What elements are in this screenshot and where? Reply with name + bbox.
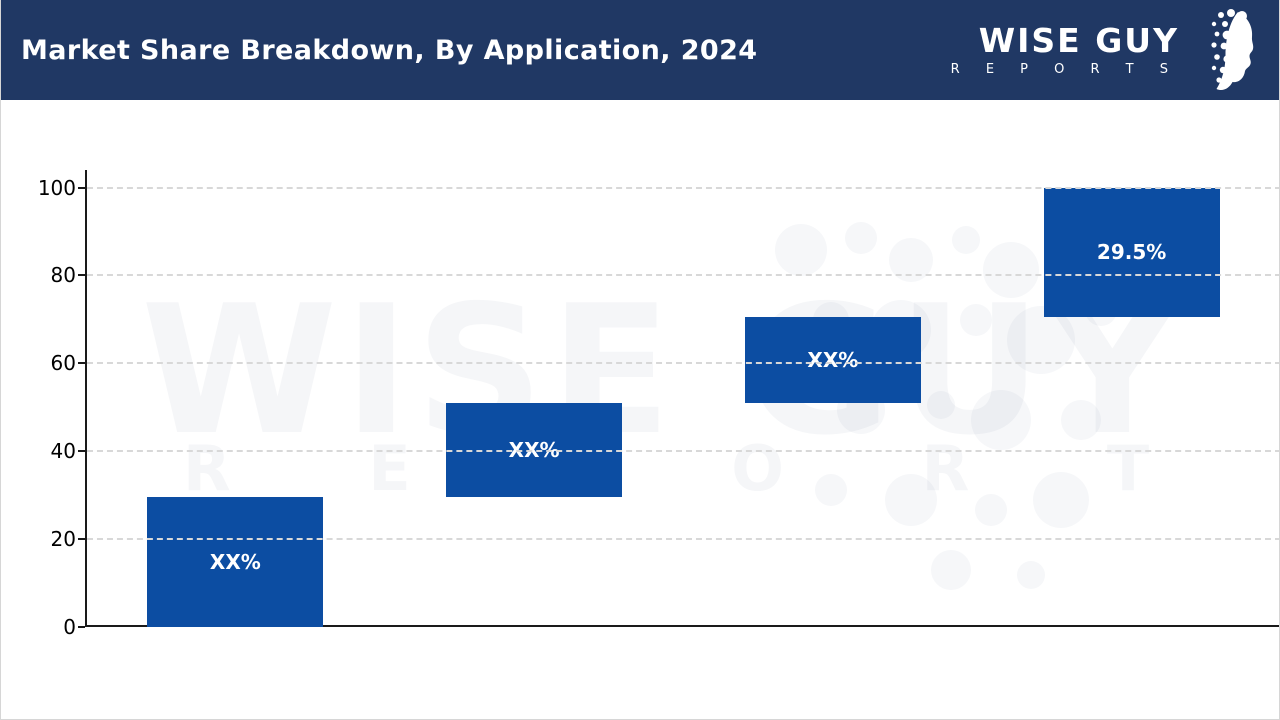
bar-value-label: 29.5% <box>1096 240 1167 265</box>
y-tick-mark <box>78 626 85 628</box>
page-title: Market Share Breakdown, By Application, … <box>21 34 758 66</box>
bar-value-label: XX% <box>209 550 261 575</box>
bar-segment: XX% <box>744 317 921 403</box>
y-tick-mark <box>78 274 85 277</box>
bar-value-label: XX% <box>807 348 859 373</box>
y-tick-mark <box>78 450 85 453</box>
y-tick-label: 100 <box>37 175 76 200</box>
header-bar: Market Share Breakdown, By Application, … <box>1 0 1279 100</box>
bar-segment: XX% <box>147 497 324 627</box>
y-tick-label: 80 <box>50 263 76 288</box>
x-axis-line <box>85 625 1279 627</box>
brand-name: WISE GUY <box>978 21 1179 60</box>
y-tick-label: 40 <box>50 439 76 464</box>
watermark-text: WISE GUY <box>141 282 1183 460</box>
gridline-y-100 <box>87 186 1279 189</box>
y-tick-mark <box>78 186 85 189</box>
gridline-y-80 <box>87 274 1279 277</box>
gridline-y-40 <box>87 450 1279 453</box>
y-tick-label: 60 <box>50 351 76 376</box>
bar-segment: 29.5% <box>1043 187 1220 318</box>
brand-logo-text: WISE GUY R E P O R T S <box>945 24 1179 76</box>
y-tick-label: 0 <box>63 615 76 639</box>
y-axis-line <box>85 170 87 627</box>
brand-subname: R E P O R T S <box>950 62 1179 77</box>
y-tick-mark <box>78 538 85 541</box>
bar-value-label: XX% <box>508 438 560 463</box>
head-profile-icon <box>1211 9 1254 91</box>
y-tick-mark <box>78 362 85 365</box>
gridline-y-20 <box>87 538 1279 541</box>
bar-segment: XX% <box>446 402 623 498</box>
y-tick-label: 20 <box>50 527 76 552</box>
brand-logo: WISE GUY R E P O R T S <box>945 8 1255 92</box>
watermark-subtext: R E P O R T S <box>183 438 1279 500</box>
gridline-y-60 <box>87 362 1279 365</box>
